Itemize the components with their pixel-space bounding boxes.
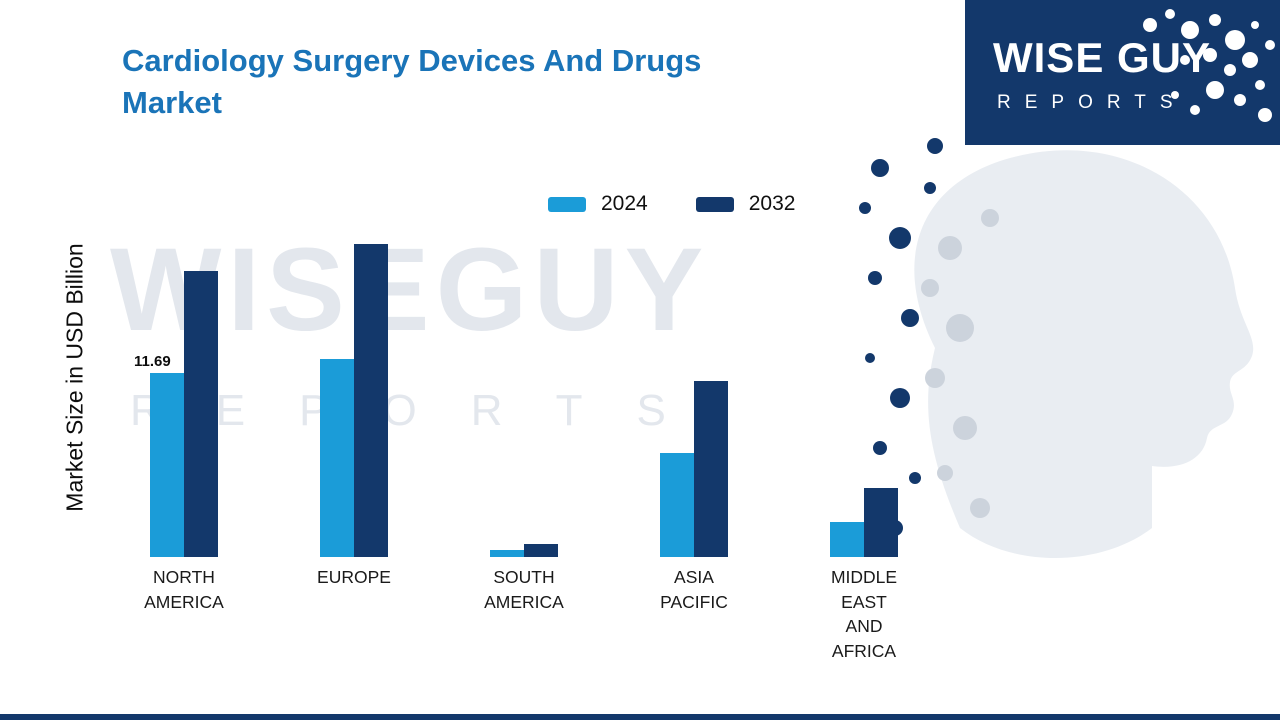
head-silhouette-watermark bbox=[859, 138, 1254, 558]
watermark-reports-text: REPORTS bbox=[130, 386, 720, 435]
category-label: MIDDLE EAST AND AFRICA bbox=[830, 567, 898, 661]
bar-2032 bbox=[524, 544, 558, 557]
bar-2024: 11.69 bbox=[134, 353, 184, 557]
bar-2024 bbox=[490, 550, 524, 557]
category-labels: NORTH AMERICA EUROPE SOUTH AMERICA ASIA PAC… bbox=[99, 565, 949, 663]
legend-label: 2024 bbox=[601, 192, 648, 215]
category-label: SOUTH AMERICA bbox=[484, 567, 564, 612]
category-label: EUROPE bbox=[317, 567, 391, 587]
bar-2032 bbox=[354, 244, 388, 557]
bar-2024 bbox=[830, 522, 864, 557]
bar-2024 bbox=[320, 359, 354, 557]
bar-group bbox=[269, 227, 439, 557]
logo-wiseguy-text: WISE GUY bbox=[993, 34, 1212, 81]
bar-value-label: 11.69 bbox=[134, 353, 171, 370]
bar-group bbox=[439, 227, 609, 557]
chart-legend: 2024 2032 bbox=[548, 192, 795, 216]
category-label: ASIA PACIFIC bbox=[660, 567, 728, 612]
navy-dot-cluster bbox=[859, 138, 943, 536]
gray-dot-cluster bbox=[921, 209, 999, 518]
bar-2024 bbox=[660, 453, 694, 557]
bar-chart: 11.69 bbox=[99, 227, 949, 557]
legend-swatch-2024 bbox=[548, 196, 586, 212]
bar-2032 bbox=[864, 488, 898, 557]
bar-group: 11.69 bbox=[99, 227, 269, 557]
legend-label: 2032 bbox=[748, 192, 796, 215]
bar-2032 bbox=[694, 381, 728, 557]
category-label: NORTH AMERICA bbox=[144, 567, 224, 612]
legend-item-2032: 2032 bbox=[695, 192, 796, 216]
wiseguy-logo: WISE GUY REPORTS bbox=[965, 0, 1280, 145]
logo-reports-text: REPORTS bbox=[997, 92, 1187, 113]
y-axis-label: Market Size in USD Billion bbox=[61, 243, 88, 512]
bar-2032 bbox=[184, 271, 218, 557]
legend-swatch-2032 bbox=[695, 196, 734, 212]
page-title: Cardiology Surgery Devices And Drugs Mar… bbox=[122, 43, 702, 120]
bar-group bbox=[609, 227, 779, 557]
bottom-accent-bar bbox=[0, 714, 1280, 720]
bar-group bbox=[779, 227, 949, 557]
logo-dot-head-icon bbox=[1143, 9, 1275, 122]
legend-item-2024: 2024 bbox=[548, 192, 648, 216]
